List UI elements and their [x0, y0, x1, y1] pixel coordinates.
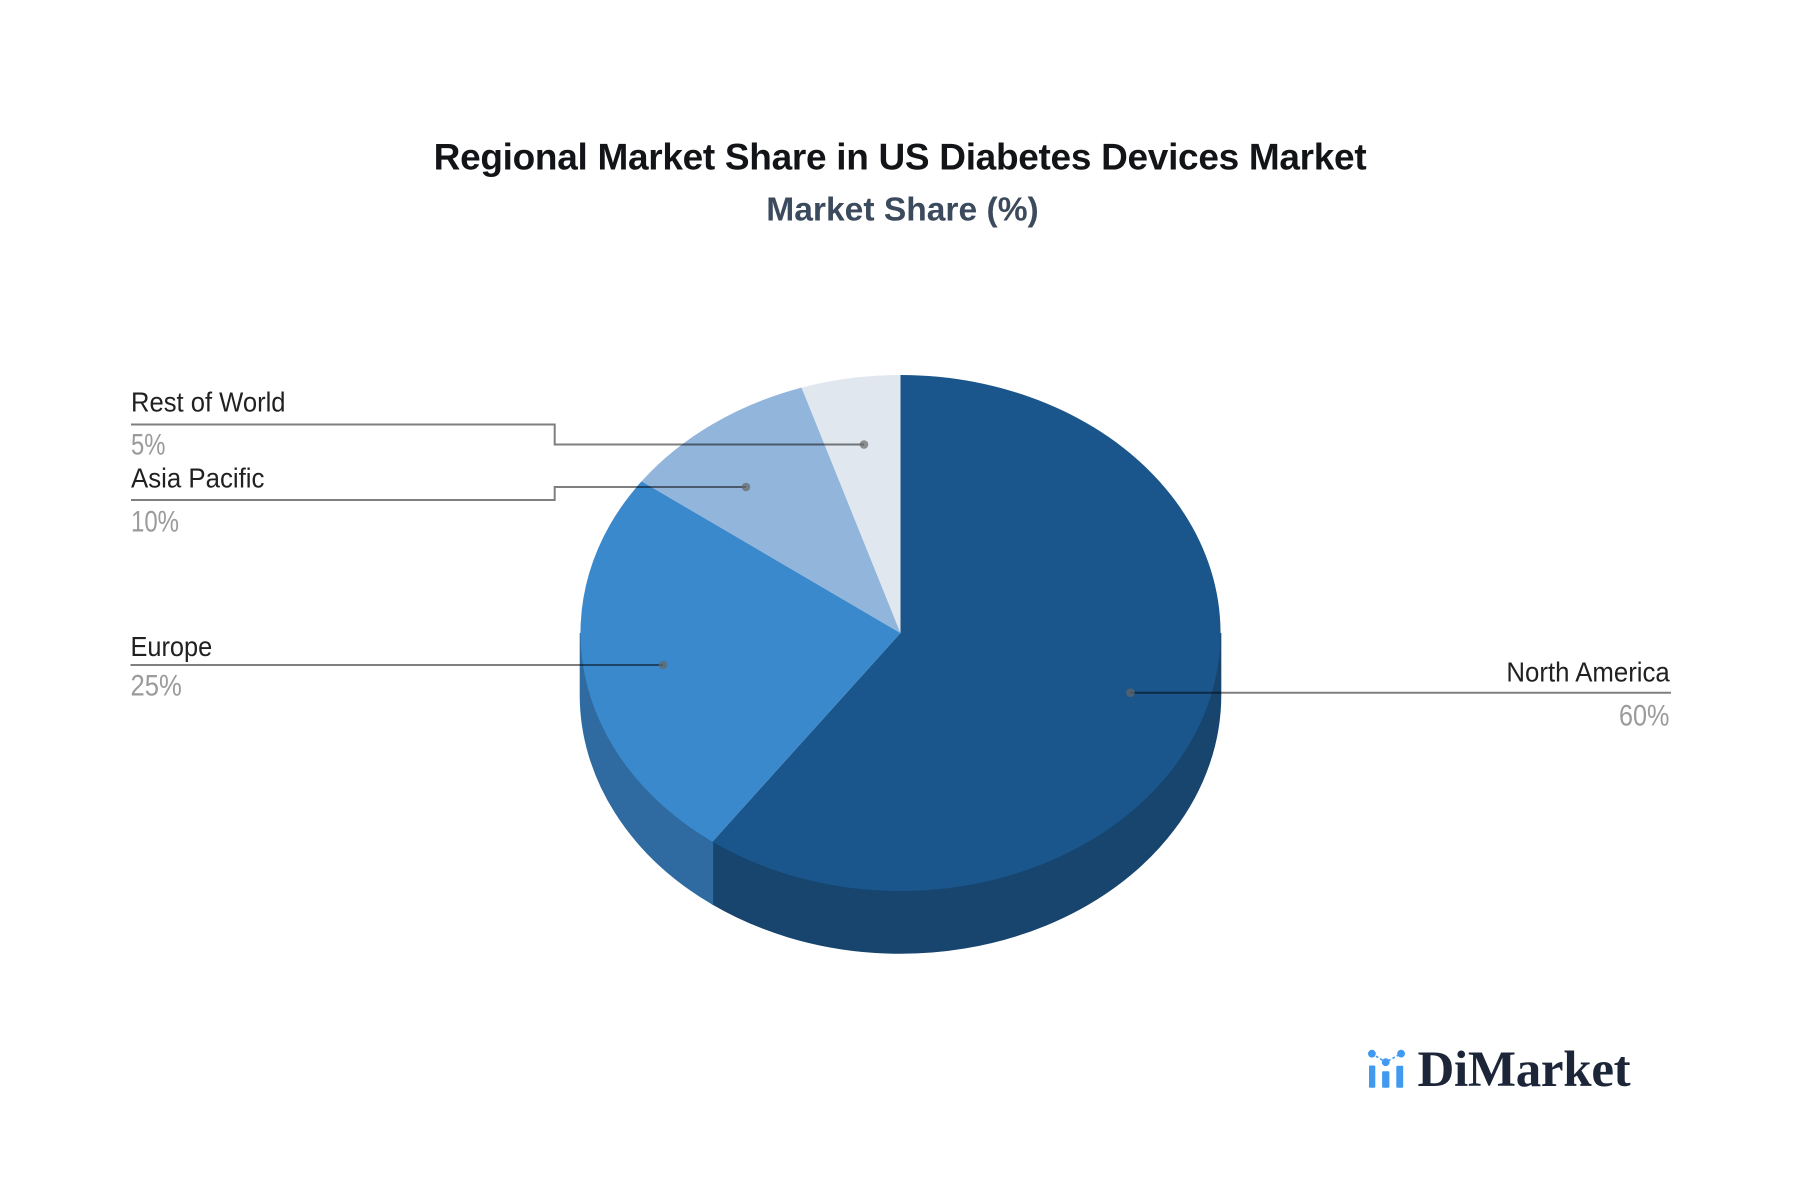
svg-text:5%: 5% — [131, 428, 165, 461]
svg-text:Asia Pacific: Asia Pacific — [131, 463, 264, 494]
svg-text:North America: North America — [1506, 656, 1670, 687]
svg-text:25%: 25% — [131, 670, 182, 703]
svg-text:10%: 10% — [131, 505, 179, 538]
svg-text:DiMarket: DiMarket — [1418, 1042, 1631, 1098]
svg-text:60%: 60% — [1619, 699, 1669, 732]
svg-text:Regional Market Share in US Di: Regional Market Share in US Diabetes Dev… — [434, 137, 1367, 178]
svg-text:Market Share (%): Market Share (%) — [766, 191, 1039, 228]
svg-text:Europe: Europe — [131, 631, 213, 662]
svg-text:Rest of World: Rest of World — [131, 387, 286, 418]
